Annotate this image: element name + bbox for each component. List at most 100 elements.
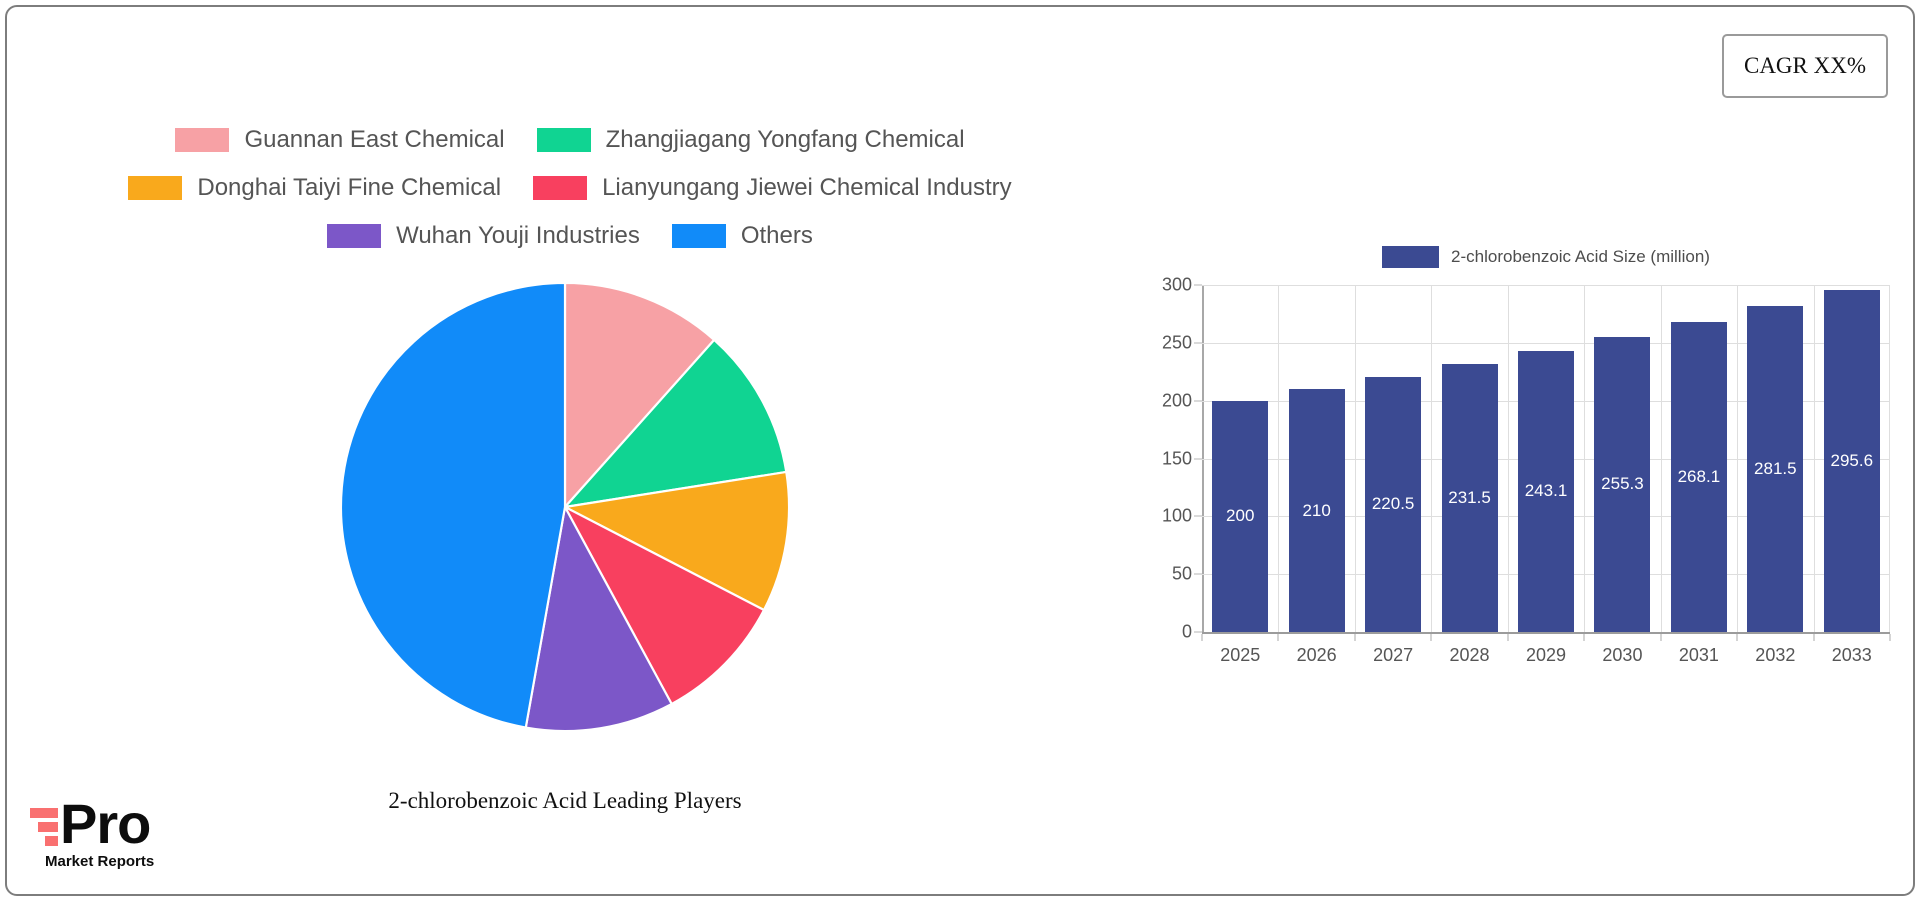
bar-2027: 220.5 bbox=[1365, 376, 1422, 632]
bar-value-label: 231.5 bbox=[1448, 488, 1491, 508]
logo-bars-icon bbox=[30, 808, 58, 846]
logo-bar bbox=[38, 822, 58, 832]
y-axis-tick bbox=[1194, 631, 1202, 633]
bar-value-label: 200 bbox=[1226, 506, 1255, 526]
bar-2026: 210 bbox=[1288, 389, 1345, 632]
y-axis-tick-label: 150 bbox=[1161, 448, 1192, 468]
y-axis-tick bbox=[1194, 284, 1202, 286]
pie-legend-row: Wuhan Youji Industries Others bbox=[40, 222, 1100, 250]
pie-legend-row: Donghai Taiyi Fine Chemical Lianyungang J… bbox=[40, 174, 1100, 202]
x-axis-tick bbox=[1660, 634, 1662, 641]
x-axis-tick bbox=[1201, 634, 1203, 641]
pie-legend-item: Guannan East Chemical bbox=[175, 126, 505, 154]
legend-swatch bbox=[671, 224, 726, 248]
cagr-badge: CAGR XX% bbox=[1722, 34, 1888, 98]
y-axis-tick bbox=[1194, 400, 1202, 402]
x-axis-tick bbox=[1277, 634, 1279, 641]
bar-chart-x-axis: 2025 2026 2027 2028 2029 2030 2031 2032 2033 bbox=[1201, 634, 1891, 670]
x-axis-label: 2032 bbox=[1755, 645, 1796, 665]
x-axis-tick bbox=[1507, 634, 1509, 641]
logo-bar bbox=[45, 836, 58, 846]
legend-swatch bbox=[536, 128, 591, 152]
pie-legend-item: Zhangjiagang Yongfang Chemical bbox=[536, 126, 965, 154]
pie-chart-svg bbox=[339, 281, 791, 733]
bar-legend-label: 2-chlorobenzoic Acid Size (million) bbox=[1451, 247, 1710, 266]
x-axis-tick bbox=[1889, 634, 1891, 641]
y-axis-tick bbox=[1194, 458, 1202, 459]
pie-slice-4 bbox=[524, 505, 673, 733]
bar-chart-y-axis: 0 50 100 150 200 250 300 bbox=[1100, 275, 1192, 642]
pie-slice-1 bbox=[563, 338, 788, 509]
x-axis-label: 2026 bbox=[1296, 645, 1337, 665]
x-axis-tick bbox=[1736, 634, 1738, 641]
pie-slice-5 bbox=[339, 281, 567, 729]
x-axis-label: 2025 bbox=[1220, 645, 1261, 665]
legend-label: Donghai Taiyi Fine Chemical bbox=[197, 174, 502, 201]
bar-value-label: 255.3 bbox=[1601, 474, 1644, 494]
bar-legend-swatch bbox=[1382, 246, 1440, 268]
y-axis-tick-label: 300 bbox=[1161, 274, 1192, 295]
legend-label: Others bbox=[740, 222, 813, 249]
bar-2032: 281.5 bbox=[1747, 306, 1804, 632]
logo-top: Pro bbox=[30, 792, 154, 855]
cagr-badge-label: CAGR XX% bbox=[1743, 53, 1867, 78]
y-axis-tick bbox=[1194, 342, 1202, 344]
y-axis-tick-label: 200 bbox=[1161, 390, 1192, 411]
pie-chart bbox=[337, 279, 793, 735]
bar-value-label: 295.6 bbox=[1830, 451, 1874, 471]
bar-2029: 243.1 bbox=[1518, 350, 1574, 632]
pie-chart-title: 2-chlorobenzoic Acid Leading Players bbox=[388, 788, 742, 813]
pie-legend: Guannan East Chemical Zhangjiagang Yongfa… bbox=[40, 126, 1100, 250]
logo-wordmark: Pro bbox=[60, 792, 151, 855]
bar-2028: 231.5 bbox=[1441, 364, 1498, 632]
x-axis-tick bbox=[1430, 634, 1432, 641]
legend-swatch bbox=[327, 224, 382, 248]
y-axis-tick bbox=[1194, 515, 1202, 517]
bar-value-label: 243.1 bbox=[1524, 481, 1568, 501]
x-axis-label: 2029 bbox=[1525, 645, 1567, 665]
x-axis-tick bbox=[1583, 634, 1585, 641]
y-axis-tick-label: 50 bbox=[1171, 563, 1192, 584]
y-axis-tick-label: 250 bbox=[1161, 332, 1192, 353]
bar-2025: 200 bbox=[1212, 400, 1269, 632]
x-axis-label: 2030 bbox=[1602, 645, 1643, 665]
legend-label: Guannan East Chemical bbox=[244, 126, 505, 153]
y-axis-tick-label: 100 bbox=[1161, 505, 1192, 526]
legend-label: Wuhan Youji Industries bbox=[396, 222, 640, 249]
bar-value-label: 268.1 bbox=[1677, 466, 1721, 486]
pro-market-reports-logo: Pro Market Reports bbox=[30, 792, 155, 870]
pie-slice-0 bbox=[563, 281, 716, 509]
x-axis-tick bbox=[1354, 634, 1356, 641]
legend-label: Zhangjiagang Yongfang Chemical bbox=[605, 126, 965, 153]
bar-chart-legend: 2-chlorobenzoic Acid Size (million) bbox=[1202, 246, 1890, 268]
bar-2031: 268.1 bbox=[1670, 321, 1727, 632]
pie-legend-item: Wuhan Youji Industries bbox=[327, 222, 640, 250]
y-axis-tick bbox=[1194, 573, 1202, 575]
pie-legend-item: Lianyungang Jiewei Chemical Industry bbox=[533, 174, 1012, 202]
pie-legend-row: Guannan East Chemical Zhangjiagang Yongfa… bbox=[40, 126, 1100, 154]
pie-slice-2 bbox=[563, 470, 791, 612]
bar-value-label: 210 bbox=[1302, 500, 1331, 520]
bar-2030: 255.3 bbox=[1594, 336, 1651, 632]
x-axis-label: 2027 bbox=[1373, 645, 1414, 665]
legend-swatch bbox=[175, 128, 230, 152]
pie-legend-item: Donghai Taiyi Fine Chemical bbox=[128, 174, 501, 202]
bar-2033: 295.6 bbox=[1823, 290, 1880, 632]
legend-label: Lianyungang Jiewei Chemical Industry bbox=[602, 174, 1012, 201]
bar-value-label: 281.5 bbox=[1754, 459, 1797, 479]
horizontal-gridline bbox=[1202, 342, 1890, 344]
bar-value-label: 220.5 bbox=[1371, 494, 1415, 514]
x-axis-label: 2033 bbox=[1831, 645, 1872, 665]
bar-chart-plot-area: 200 210 220.5 231.5 243.1 255.3 268.1 281.5 295.… bbox=[1194, 284, 1890, 634]
y-axis-tick-label: 0 bbox=[1181, 621, 1192, 642]
legend-swatch bbox=[128, 176, 183, 200]
legend-swatch bbox=[533, 176, 588, 200]
logo-subtitle: Market Reports bbox=[45, 852, 155, 870]
logo-bar bbox=[30, 808, 58, 818]
pie-legend-item: Others bbox=[671, 222, 813, 250]
horizontal-gridline bbox=[1202, 285, 1890, 286]
x-axis-label: 2031 bbox=[1678, 645, 1719, 665]
pie-slice-3 bbox=[563, 505, 766, 706]
x-axis-label: 2028 bbox=[1449, 645, 1490, 665]
